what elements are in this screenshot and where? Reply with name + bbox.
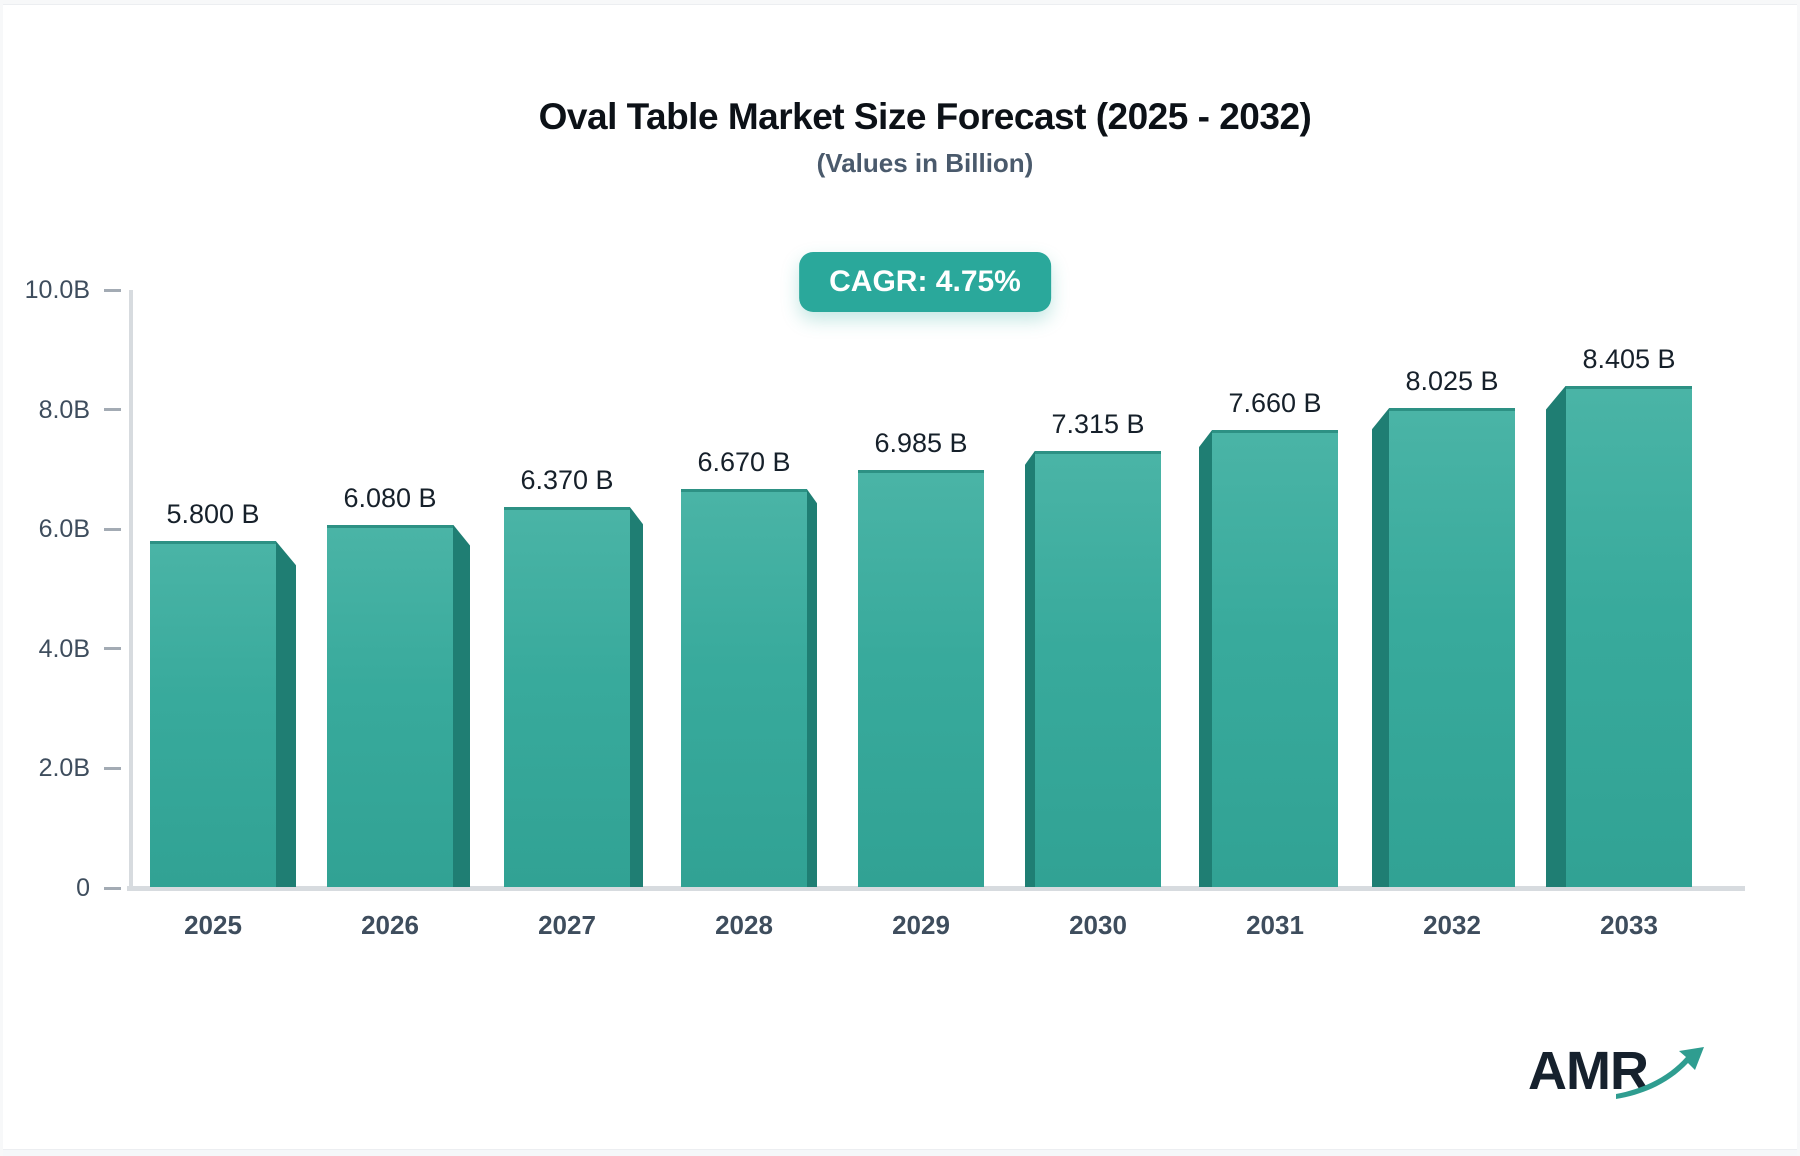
x-axis-category-label: 2025 — [184, 910, 242, 940]
bar-2029 — [858, 470, 984, 887]
bar-3d-side — [1372, 408, 1389, 887]
bar-value-label: 7.660 B — [1228, 388, 1322, 419]
y-axis-line — [129, 290, 133, 889]
y-axis-tick-mark — [104, 527, 121, 531]
bar-3d-side — [1025, 450, 1035, 887]
bar-value-label: 8.405 B — [1582, 343, 1676, 374]
x-axis-category-label: 2033 — [1600, 910, 1658, 940]
x-axis-category-label: 2030 — [1069, 910, 1127, 940]
y-axis-tick-mark — [104, 766, 121, 770]
bar-value-label: 6.985 B — [874, 428, 968, 459]
y-axis-tick-label: 8.0B — [38, 395, 90, 424]
cagr-badge: CAGR: 4.75% — [799, 252, 1051, 312]
bar-3d-side — [630, 507, 643, 887]
bar-2025 — [150, 541, 276, 887]
y-axis-tick-mark — [104, 288, 121, 292]
growth-arrow-icon — [1616, 1047, 1704, 1099]
bar-2033 — [1566, 385, 1692, 887]
bar-value-label: 6.670 B — [697, 447, 791, 478]
chart-title: Oval Table Market Size Forecast (2025 - … — [538, 96, 1312, 137]
x-axis-category-label: 2027 — [538, 910, 596, 940]
bar-3d-side — [807, 489, 817, 887]
page-frame-top — [0, 0, 1800, 5]
y-axis-tick-mark — [104, 408, 121, 412]
bar-value-label: 7.315 B — [1051, 408, 1145, 439]
y-axis-tick-label: 6.0B — [38, 515, 90, 544]
bar-value-label: 6.080 B — [343, 482, 437, 513]
x-axis-category-label: 2031 — [1246, 910, 1304, 940]
y-axis-tick-label: 0 — [76, 874, 90, 902]
x-axis-category-label: 2029 — [892, 910, 950, 940]
y-axis-tick-label: 4.0B — [38, 634, 90, 663]
bar-value-label: 5.800 B — [166, 499, 260, 530]
y-axis-tick-label: 10.0B — [24, 276, 90, 305]
x-axis-line — [127, 886, 1745, 891]
bar-2026 — [327, 524, 453, 887]
amr-logo: AMR — [1528, 1034, 1708, 1114]
bar-2028 — [681, 489, 807, 887]
bar-3d-side — [1199, 430, 1212, 887]
page-frame-right — [1797, 0, 1800, 1156]
bar-2031 — [1212, 430, 1338, 887]
bar-2030 — [1035, 450, 1161, 887]
page-frame-bottom — [0, 1149, 1800, 1156]
y-axis-tick-label: 2.0B — [38, 754, 90, 783]
bar-3d-side — [453, 524, 470, 887]
chart-subtitle: (Values in Billion) — [816, 148, 1034, 178]
y-axis-tick-mark — [104, 886, 121, 890]
bar-value-label: 8.025 B — [1405, 366, 1499, 397]
y-axis-tick-mark — [104, 647, 121, 651]
bar-3d-side — [276, 541, 296, 887]
page-frame-left — [0, 0, 3, 1156]
bar-2032 — [1389, 408, 1515, 887]
x-axis-category-label: 2026 — [361, 910, 419, 940]
bar-3d-side — [1546, 385, 1566, 887]
bar-value-label: 6.370 B — [520, 465, 614, 496]
x-axis-category-label: 2032 — [1423, 910, 1481, 940]
bar-2027 — [504, 507, 630, 887]
x-axis-category-label: 2028 — [715, 910, 773, 940]
